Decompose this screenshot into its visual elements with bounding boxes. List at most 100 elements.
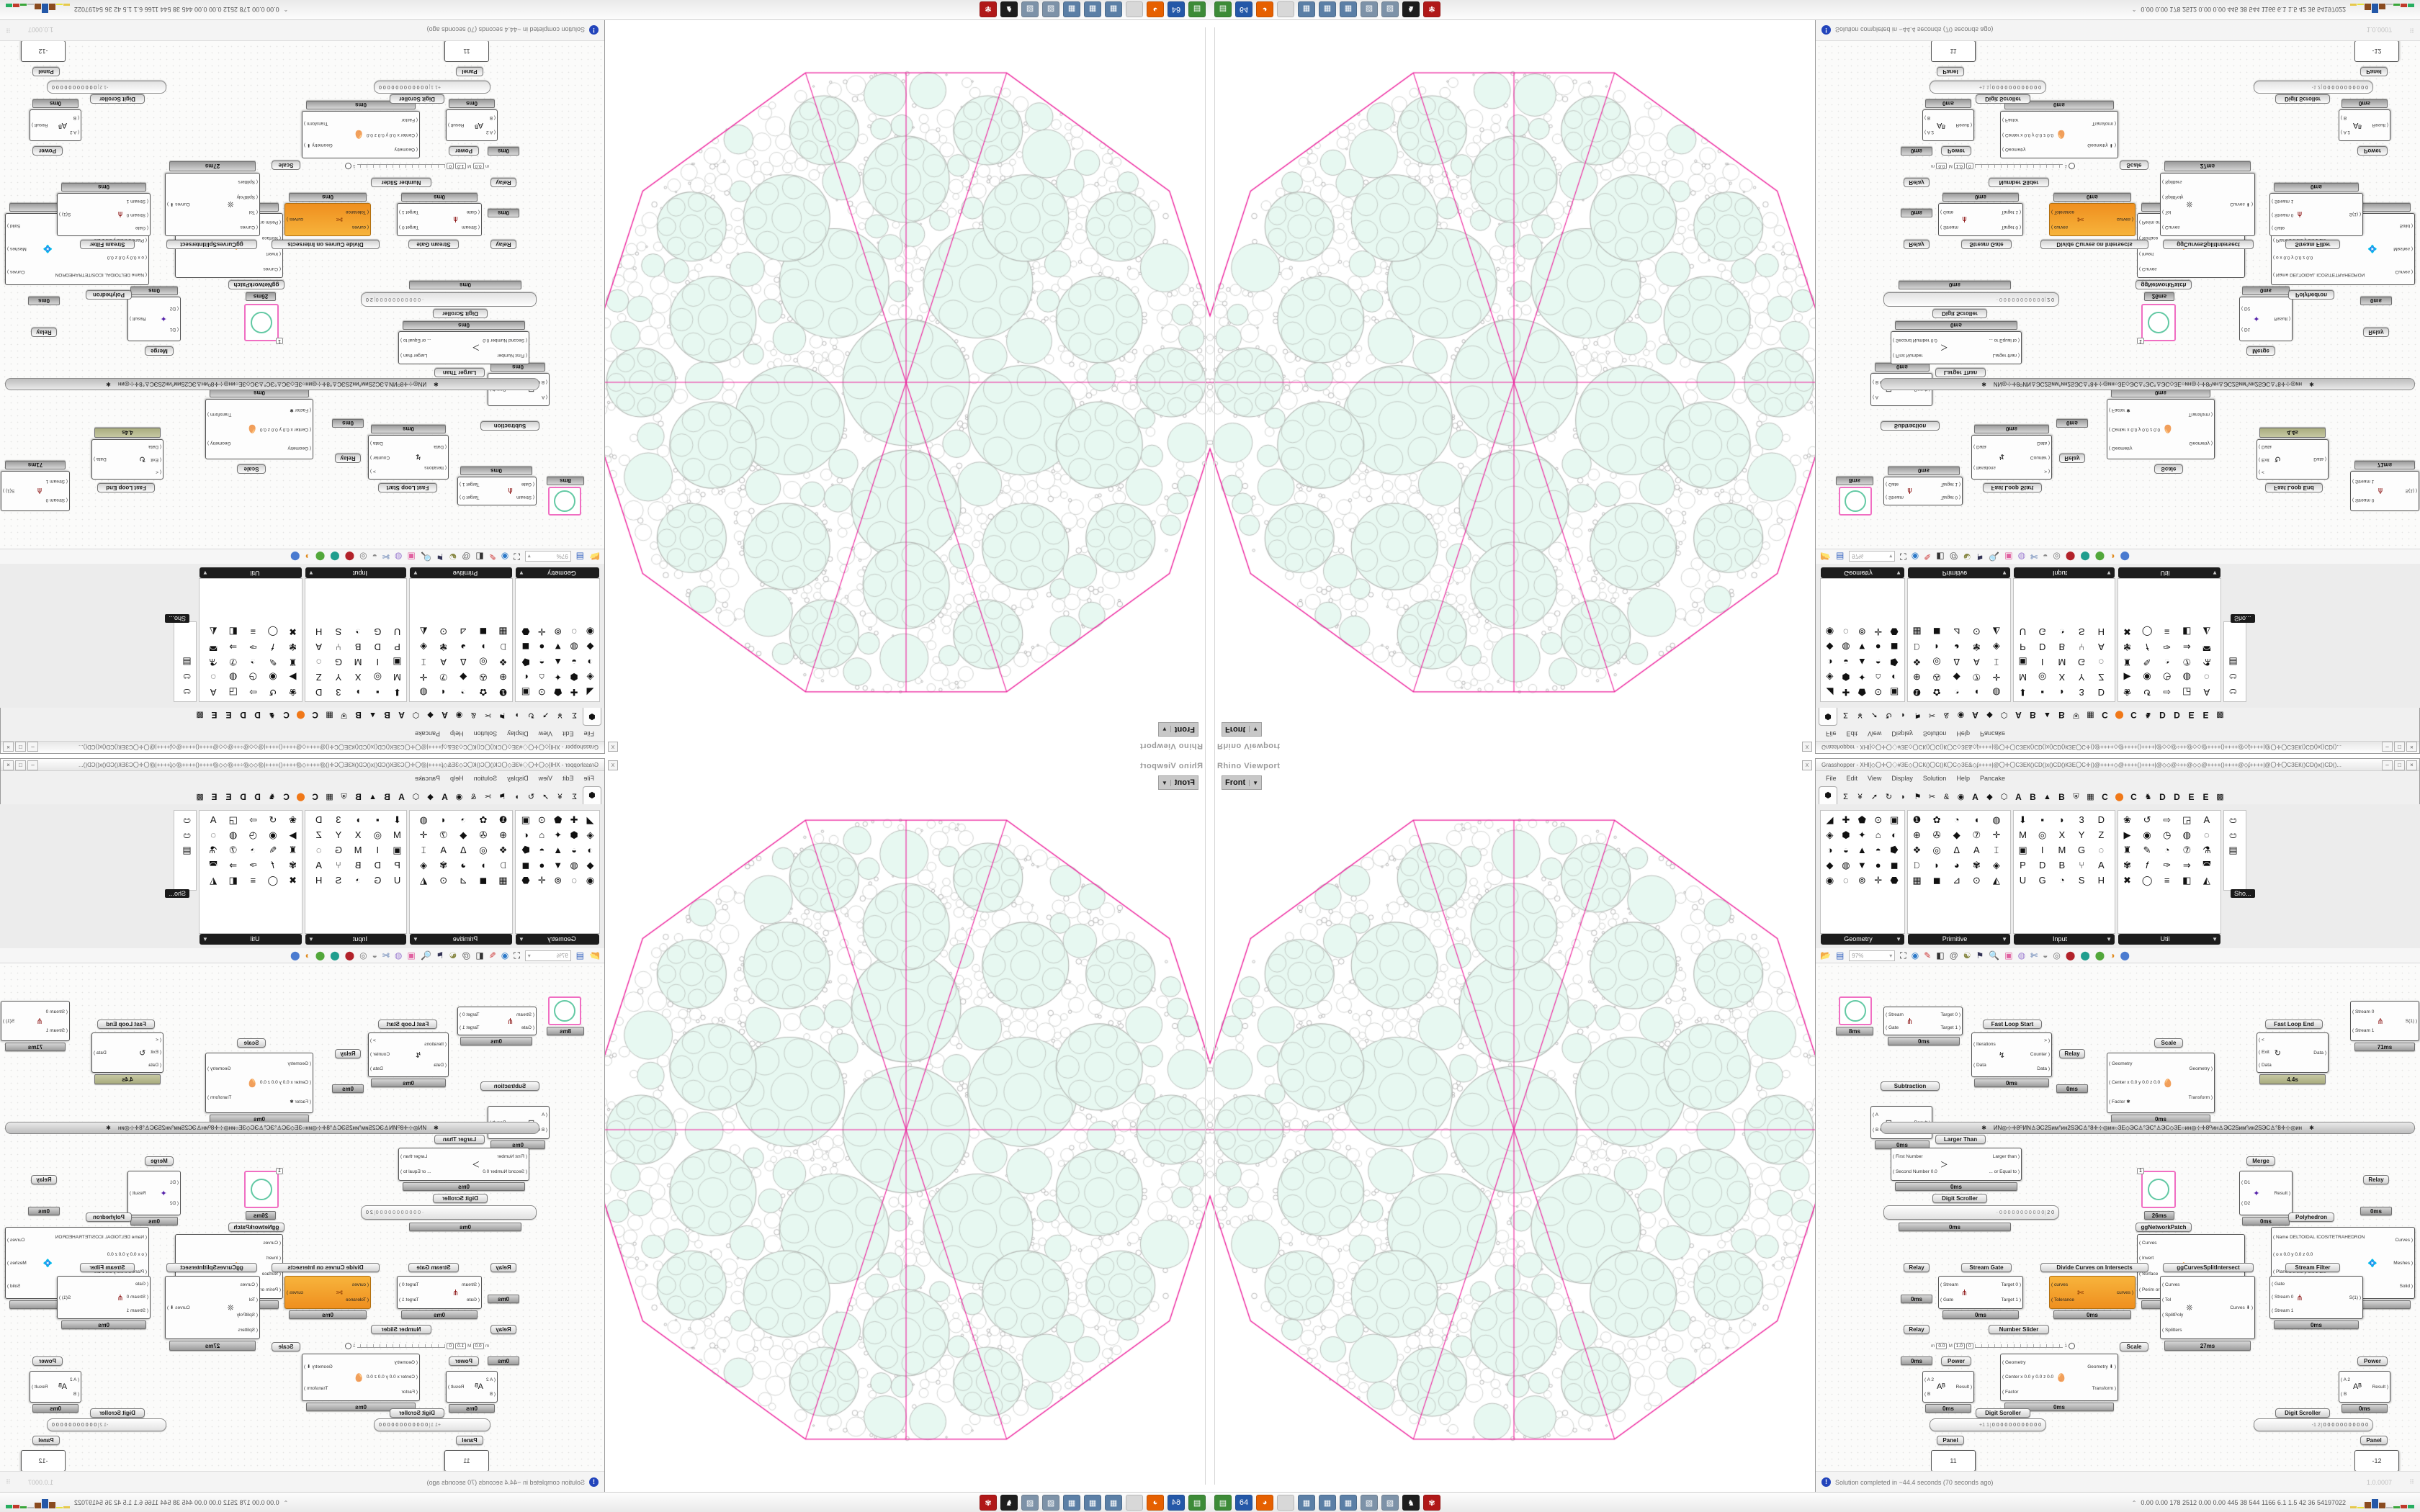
component-icon[interactable]: ◭	[420, 874, 428, 886]
component-icon[interactable]: ⑂	[2079, 642, 2084, 652]
component-icon[interactable]: ◈	[586, 672, 594, 683]
camera-dropdown[interactable]: Front ▼	[1222, 722, 1263, 737]
box-icon[interactable]: ◧	[475, 950, 484, 960]
gh-component[interactable]: ( Curves( Tol( SplitPoly( Splitters ❊ Curv…	[2160, 173, 2255, 236]
canvas-zoom-select[interactable]: 97% ▾	[1849, 950, 1896, 961]
gh-component[interactable]: ( curves( Tolerance ✄ curves )	[2049, 1276, 2136, 1309]
gh-label-relay[interactable]: Relay	[31, 1175, 57, 1184]
component-icon[interactable]: ◷	[248, 829, 257, 840]
time-badge[interactable]: 26ms	[2144, 292, 2174, 301]
gh-component[interactable]: ( A 2( B Aᴮ Result )	[30, 109, 81, 141]
component-icon[interactable]: A	[2203, 687, 2210, 698]
component-icon[interactable]: ⇒	[229, 859, 238, 870]
tab-19[interactable]: C	[2102, 710, 2108, 720]
gh-component[interactable]: ( Geometry( Center x 0.0 y 0.0 z 0.0( Fa…	[205, 1053, 313, 1113]
time-badge[interactable]: 0ms	[1895, 1182, 2017, 1191]
component-icon[interactable]: ❀	[2123, 814, 2131, 825]
component-icon[interactable]: ⬢	[570, 829, 578, 840]
menu-display[interactable]: Display	[507, 730, 529, 737]
component-icon[interactable]: ✖	[2123, 626, 2131, 638]
component-icon[interactable]: ◖	[1973, 814, 1980, 825]
component-icon[interactable]: 𝙸	[420, 844, 427, 855]
tab-25[interactable]: E	[2188, 792, 2195, 802]
component-icon[interactable]: ✦	[1857, 672, 1866, 683]
app-notepad-1[interactable]: ▧	[1361, 1, 1378, 17]
time-badge[interactable]: 0ms	[2053, 193, 2131, 202]
menu-file[interactable]: File	[583, 775, 594, 782]
component-icon[interactable]: ✛	[1874, 874, 1883, 886]
menu-pancake[interactable]: Pancake	[415, 730, 441, 737]
component-icon[interactable]: 𝙳	[499, 642, 507, 653]
open-folder-icon[interactable]: 📂	[589, 552, 600, 562]
time-badge[interactable]: 26ms	[2144, 1211, 2174, 1220]
component-icon[interactable]: G	[334, 657, 342, 667]
component-icon[interactable]: ◈	[1826, 672, 1834, 683]
component-icon[interactable]: D	[2038, 642, 2046, 652]
gh-component[interactable]: ( Geometry( Center x 0.0 y 0.0 z 0.0( Fa…	[302, 1354, 420, 1401]
canvas-flag-icon[interactable]: ⚑	[1976, 950, 1984, 960]
app-calculator-1[interactable]: ▦	[1298, 1495, 1315, 1511]
time-badge[interactable]: 4.4s	[94, 1074, 161, 1084]
component-icon[interactable]: ◔	[2164, 657, 2170, 667]
pen-icon[interactable]: ✎	[488, 950, 496, 960]
component-icon[interactable]: ◼	[1890, 859, 1899, 870]
component-icon[interactable]: ❀	[289, 687, 297, 698]
gh-component[interactable]: ( First Number( Second Number 0.0 ＞ Larger…	[398, 331, 529, 364]
component-icon[interactable]: ◒	[1842, 845, 1849, 855]
tab-7[interactable]: ✂	[484, 793, 492, 801]
component-icon[interactable]: ◧	[2182, 626, 2192, 638]
component-icon[interactable]: ✚	[570, 687, 578, 698]
component-icon[interactable]: ඏ	[183, 814, 191, 825]
gh-label-relay[interactable]: Relay	[490, 1325, 516, 1334]
component-icon[interactable]: ✚	[570, 814, 578, 825]
gh-group-bar[interactable]: ✱ ИN◎⊹✛8ᴼИN♙ЭС2Sим°ин2SЭС♙°8✛⊹◎ин○ЗЕ◇ЭС♙°…	[1881, 378, 2415, 390]
app-green-tool[interactable]: ▤	[1214, 1495, 1232, 1511]
component-icon[interactable]: ◚	[208, 642, 218, 653]
gh-label-stream-filter[interactable]: Stream Filter	[2285, 240, 2340, 249]
gh-label-fast-loop-end[interactable]: Fast Loop End	[97, 1020, 155, 1029]
package-icon[interactable]: ▣	[407, 950, 416, 960]
viewport-close-button[interactable]: x	[608, 760, 618, 770]
gh-label-digit-scroller[interactable]: Digit Scroller	[390, 94, 444, 104]
component-icon[interactable]: ✛	[419, 829, 428, 840]
gh-label-stream-gate[interactable]: Stream Gate	[1961, 1263, 2012, 1272]
gh-panel-value[interactable]: -12	[2354, 1450, 2399, 1471]
gh-component[interactable]: ( <( Exit( Data ↻ Data )	[2257, 1032, 2329, 1073]
component-icon[interactable]: ◑	[1827, 657, 1833, 667]
gh-label-number-slider[interactable]: Number Slider	[371, 178, 431, 187]
tab-20[interactable]: ⬤	[2115, 793, 2124, 801]
time-badge[interactable]: 0ms	[2274, 183, 2359, 192]
palette-label-util[interactable]: Util ▼	[2118, 567, 2220, 578]
gh-component[interactable]: ( <( Exit( Data ↻ Data )	[2257, 439, 2329, 480]
component-icon[interactable]: ▼	[553, 642, 563, 652]
time-badge[interactable]: 0ms	[1942, 193, 2019, 202]
tab-12[interactable]: ⬡	[2000, 711, 2008, 719]
component-icon[interactable]: ❀	[2123, 687, 2131, 698]
component-icon[interactable]: H	[2097, 875, 2105, 886]
component-icon[interactable]: M	[354, 845, 362, 855]
component-icon[interactable]: ◗	[2058, 814, 2065, 825]
app-calculator-1[interactable]: ▦	[1298, 1, 1315, 17]
time-badge[interactable]: 26ms	[246, 1211, 276, 1220]
component-icon[interactable]: ⬣	[1890, 626, 1899, 638]
component-icon[interactable]: Y	[335, 672, 342, 683]
canvas-zoom-select[interactable]: 97% ▾	[1849, 551, 1896, 562]
component-icon[interactable]: ◌	[1843, 875, 1849, 886]
component-icon[interactable]: ⑦	[1972, 672, 1981, 683]
component-icon[interactable]: ▲	[1857, 845, 1867, 855]
tab-2[interactable]: ¥	[557, 793, 563, 801]
gh-label-digit-scroller[interactable]: Digit Scroller	[2275, 94, 2330, 104]
component-icon[interactable]: ◒	[571, 845, 578, 855]
app-blank[interactable]	[1126, 1495, 1143, 1511]
palette-label-geometry[interactable]: Geometry ▼	[1821, 934, 1904, 945]
menu-file[interactable]: File	[583, 730, 594, 737]
gh-label-relay[interactable]: Relay	[490, 1263, 516, 1272]
close-button[interactable]: ×	[3, 742, 14, 752]
component-icon[interactable]: ◷	[248, 672, 257, 683]
tab-15[interactable]: ▲	[369, 793, 377, 801]
component-icon[interactable]: ◲	[228, 687, 238, 698]
component-icon[interactable]: ◆	[460, 672, 467, 683]
number-slider-widget[interactable]: m 0.0 M 1.0 0 1	[345, 1339, 489, 1352]
component-icon[interactable]: ◎	[1932, 844, 1941, 855]
package-icon[interactable]: ▣	[407, 552, 416, 562]
